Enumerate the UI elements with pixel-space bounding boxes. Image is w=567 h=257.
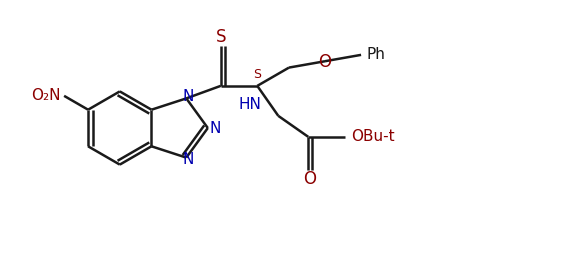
Text: S: S xyxy=(253,68,261,80)
Text: HN: HN xyxy=(239,97,261,112)
Text: N: N xyxy=(209,121,221,135)
Text: O: O xyxy=(303,170,316,188)
Text: S: S xyxy=(215,28,226,46)
Text: OBu-t: OBu-t xyxy=(351,129,395,144)
Text: Ph: Ph xyxy=(366,47,386,62)
Text: O₂N: O₂N xyxy=(32,88,61,103)
Text: O: O xyxy=(319,53,332,71)
Text: N: N xyxy=(183,89,194,104)
Text: N: N xyxy=(183,152,194,167)
